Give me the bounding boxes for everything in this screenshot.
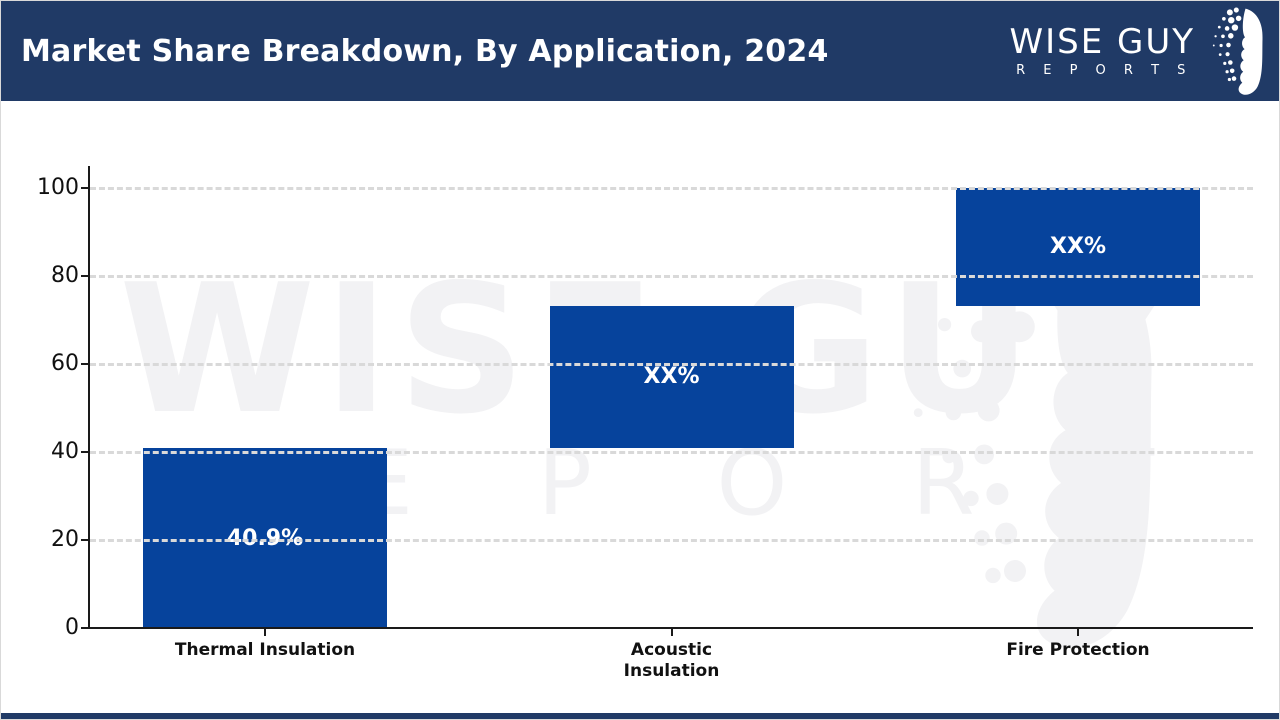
footer-bar (1, 713, 1279, 719)
bar-segment: XX% (956, 188, 1200, 306)
bar-segment: XX% (549, 305, 794, 449)
x-category-label: Fire Protection (1006, 640, 1150, 660)
chart-plot-area: WISE GUY R E P O R T S 40.9% XX% XX% 0 20 40 6… (1, 101, 1279, 715)
gridline (90, 363, 1253, 366)
x-tick-mark (1077, 629, 1079, 636)
bar-segment: 40.9% (143, 448, 387, 628)
x-category-label: Thermal Insulation (174, 640, 356, 660)
y-tick-label: 60 (51, 351, 79, 376)
gridline (90, 275, 1253, 278)
x-axis-line (88, 627, 1253, 629)
y-tick-mark (81, 275, 88, 277)
gridline (90, 539, 1253, 542)
y-tick-mark (81, 187, 88, 189)
y-tick-label: 80 (51, 263, 79, 288)
header-banner: Market Share Breakdown, By Application, … (1, 1, 1279, 101)
y-tick-mark (81, 363, 88, 365)
y-tick-label: 0 (65, 615, 79, 640)
bar-value-label: XX% (643, 364, 700, 390)
bar-value-label: XX% (1050, 234, 1106, 260)
logo-brand-subtitle: R E P O R T S (1016, 63, 1193, 78)
x-tick-mark (670, 629, 673, 636)
bar-value-label: 40.9% (226, 525, 304, 551)
y-tick-label: 20 (51, 527, 79, 552)
logo-face-icon (1212, 7, 1263, 95)
y-tick-label: 100 (37, 175, 79, 200)
y-tick-label: 40 (51, 439, 79, 464)
y-axis-line (88, 166, 90, 629)
logo-brand-name: WISE GUY (1009, 22, 1195, 62)
x-tick-mark (264, 629, 266, 636)
y-tick-mark (81, 451, 88, 453)
gridline (90, 187, 1253, 190)
y-tick-mark (81, 627, 88, 629)
gridline (90, 451, 1253, 454)
logo-text: WISE GUY R E P O R T S (1009, 25, 1195, 77)
y-tick-mark (81, 539, 88, 541)
wise-guy-reports-logo: WISE GUY R E P O R T S (1009, 5, 1271, 97)
chart-title: Market Share Breakdown, By Application, … (21, 33, 829, 69)
x-category-label: Acoustic Insulation (623, 640, 720, 682)
